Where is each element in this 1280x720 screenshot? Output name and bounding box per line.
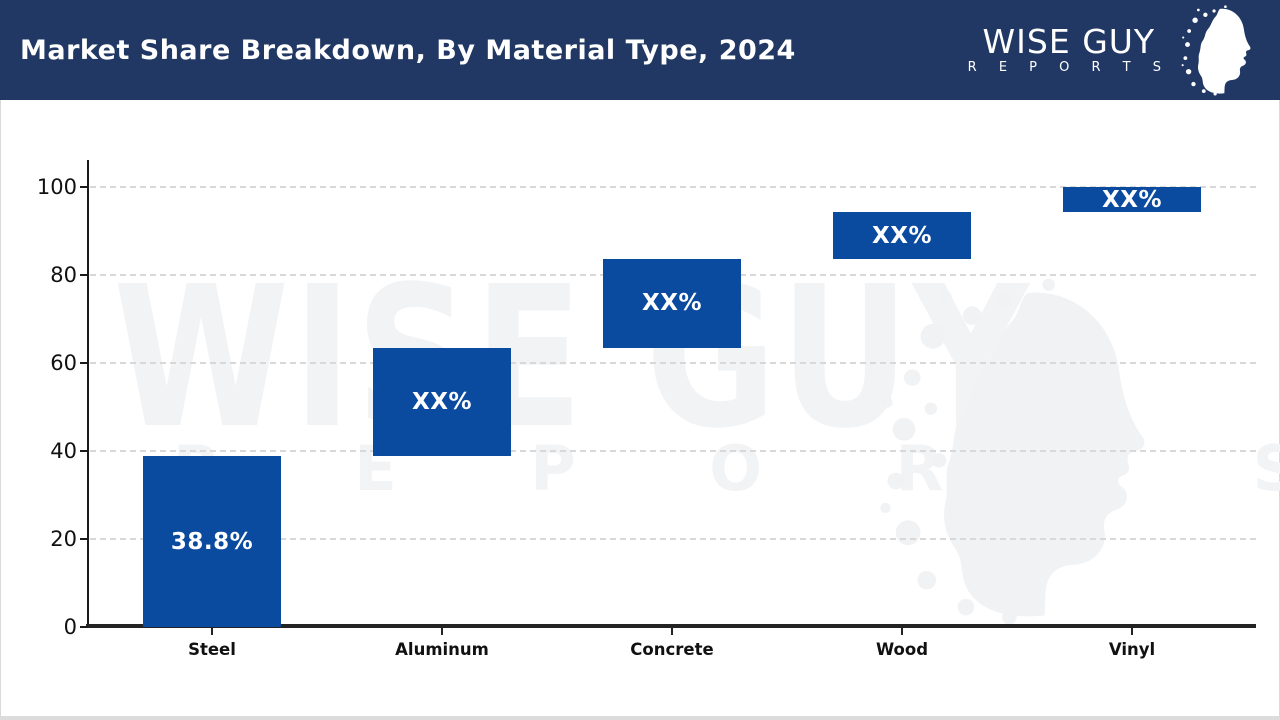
- bar-value-label: XX%: [641, 290, 702, 317]
- bar-value-label: XX%: [1101, 186, 1162, 213]
- x-category-label: Vinyl: [1108, 640, 1156, 659]
- x-category-label: Wood: [875, 640, 929, 659]
- bar-aluminum: XX%: [373, 347, 511, 457]
- x-tick-mark: [1131, 628, 1133, 635]
- watermark-wordmark: WISE GUY: [113, 244, 1033, 471]
- wise-guy-logo: WISE GUY R E P O R T S: [968, 0, 1266, 100]
- waterfall-chart: WISE GUY R E P O R T S 0 20 40 60 80 100 38.8%…: [0, 100, 1280, 716]
- bar-steel: 38.8%: [143, 456, 281, 627]
- logo-text: WISE GUY R E P O R T S: [967, 21, 1170, 76]
- y-tick-mark: [80, 186, 88, 188]
- y-axis-line: [87, 160, 89, 627]
- bar-wood: XX%: [833, 212, 971, 260]
- y-tick-label: 100: [36, 175, 77, 199]
- bar-value-label: XX%: [871, 222, 932, 249]
- x-tick-mark: [671, 628, 673, 635]
- y-tick-mark: [80, 274, 88, 276]
- watermark-head-profile-icon: [880, 278, 1145, 625]
- y-tick-label: 20: [50, 527, 77, 551]
- header-bar: Market Share Breakdown, By Material Type…: [0, 0, 1280, 100]
- x-tick-mark: [441, 628, 443, 635]
- y-tick-label: 40: [50, 439, 77, 463]
- y-tick-label: 60: [50, 351, 77, 375]
- y-tick-mark: [80, 538, 88, 540]
- x-axis-line: [86, 624, 1256, 628]
- gridline: [90, 538, 1256, 540]
- y-tick-label: 0: [63, 615, 77, 639]
- gridline: [90, 186, 1256, 188]
- dotted-head-profile-icon: [1181, 5, 1251, 96]
- x-tick-mark: [211, 628, 213, 635]
- x-tick-mark: [901, 628, 903, 635]
- logo-subtitle: R E P O R T S: [967, 60, 1170, 76]
- page-title: Market Share Breakdown, By Material Type…: [20, 34, 796, 66]
- x-category-label: Steel: [188, 640, 236, 659]
- logo-wordmark: WISE GUY: [982, 21, 1156, 61]
- gridline: [90, 450, 1256, 452]
- gridline: [90, 362, 1256, 364]
- bar-value-label: XX%: [411, 388, 472, 415]
- bar-value-label: 38.8%: [170, 528, 254, 555]
- bar-concrete: XX%: [603, 259, 741, 348]
- bar-vinyl: XX%: [1063, 186, 1201, 213]
- bottom-border: [0, 716, 1280, 720]
- x-category-label: Concrete: [630, 640, 714, 659]
- y-tick-mark: [80, 626, 88, 628]
- y-tick-mark: [80, 450, 88, 452]
- x-category-label: Aluminum: [395, 640, 489, 659]
- y-tick-label: 80: [50, 263, 77, 287]
- y-tick-mark: [80, 362, 88, 364]
